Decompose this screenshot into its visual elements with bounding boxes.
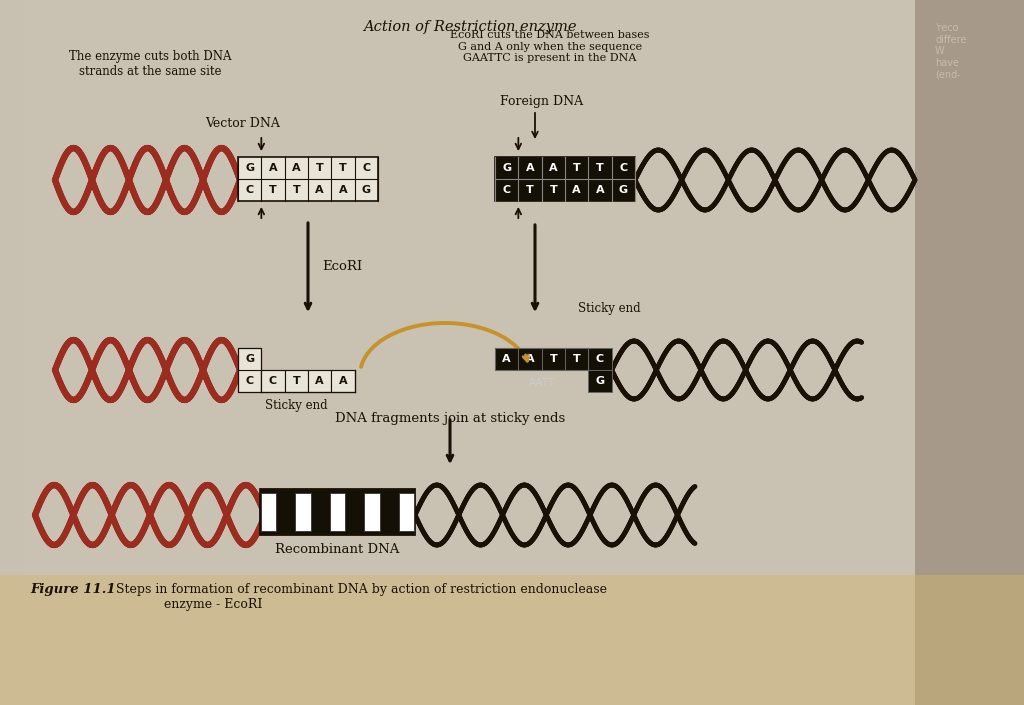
Text: T: T	[339, 163, 347, 173]
Bar	[261, 493, 276, 531]
Text: G: G	[245, 354, 254, 364]
Text: Figure 11.1: Figure 11.1	[30, 583, 116, 596]
Text: A: A	[268, 163, 278, 173]
Text: T: T	[293, 376, 300, 386]
Bar	[589, 348, 611, 392]
Text: G: G	[595, 376, 604, 386]
Text: C: C	[269, 376, 278, 386]
Text: Sticky end: Sticky end	[578, 302, 641, 315]
Text: A: A	[596, 185, 604, 195]
Text: T: T	[269, 185, 276, 195]
Text: Steps in formation of recombinant DNA by action of restriction endonuclease
    : Steps in formation of recombinant DNA by…	[112, 583, 607, 611]
Bar	[260, 489, 415, 535]
Text: Recombinant DNA: Recombinant DNA	[275, 543, 399, 556]
Text: Vector DNA: Vector DNA	[205, 117, 280, 130]
Text: C: C	[503, 185, 511, 195]
Text: A: A	[315, 376, 324, 386]
Bar	[542, 348, 565, 370]
Bar	[398, 493, 414, 531]
Text: A: A	[339, 185, 347, 195]
Bar	[238, 157, 378, 201]
Text: C: C	[620, 163, 628, 173]
Text: A: A	[315, 185, 324, 195]
Text: A: A	[503, 354, 511, 364]
Bar	[565, 348, 589, 370]
Text: A: A	[549, 163, 558, 173]
Text: The enzyme cuts both DNA
strands at the same site: The enzyme cuts both DNA strands at the …	[69, 50, 231, 78]
Bar	[915, 0, 1024, 705]
Bar	[365, 493, 380, 531]
Text: Foreign DNA: Foreign DNA	[500, 95, 583, 108]
Bar	[332, 370, 354, 392]
Bar	[495, 157, 635, 201]
Bar	[495, 348, 518, 370]
Text: T: T	[550, 185, 557, 195]
Bar	[0, 575, 1024, 705]
Text: G: G	[245, 163, 254, 173]
Text: A: A	[572, 185, 581, 195]
Text: C: C	[246, 185, 254, 195]
Text: C: C	[362, 163, 371, 173]
Text: T: T	[596, 163, 604, 173]
Text: T: T	[572, 163, 581, 173]
Text: DNA fragments join at sticky ends: DNA fragments join at sticky ends	[335, 412, 565, 425]
Bar	[261, 370, 285, 392]
Bar	[330, 493, 345, 531]
Bar	[25, 0, 915, 705]
Text: A: A	[525, 163, 535, 173]
Text: A: A	[292, 163, 301, 173]
Text: EcoRI cuts the DNA between bases
G and A only when the sequence
GAATTC is presen: EcoRI cuts the DNA between bases G and A…	[451, 30, 650, 63]
Text: A: A	[525, 354, 535, 364]
Text: C: C	[246, 376, 254, 386]
Text: T: T	[293, 185, 300, 195]
Text: T: T	[315, 163, 324, 173]
Text: T: T	[572, 354, 581, 364]
Bar	[295, 493, 311, 531]
Text: C: C	[596, 354, 604, 364]
Text: T: T	[526, 185, 534, 195]
Text: EcoRI: EcoRI	[322, 261, 362, 274]
Bar	[285, 370, 308, 392]
Text: Sticky end: Sticky end	[265, 399, 328, 412]
Text: A: A	[339, 376, 347, 386]
Text: 'reco
differe
W
have
(end-: 'reco differe W have (end-	[935, 23, 967, 80]
Text: G: G	[502, 163, 511, 173]
Text: AATT: AATT	[528, 378, 555, 388]
Text: G: G	[618, 185, 628, 195]
Bar	[518, 348, 542, 370]
Bar	[238, 348, 261, 392]
Text: T: T	[550, 354, 557, 364]
Bar	[308, 370, 332, 392]
Text: G: G	[361, 185, 371, 195]
Text: Action of Restriction enzyme: Action of Restriction enzyme	[364, 20, 577, 34]
